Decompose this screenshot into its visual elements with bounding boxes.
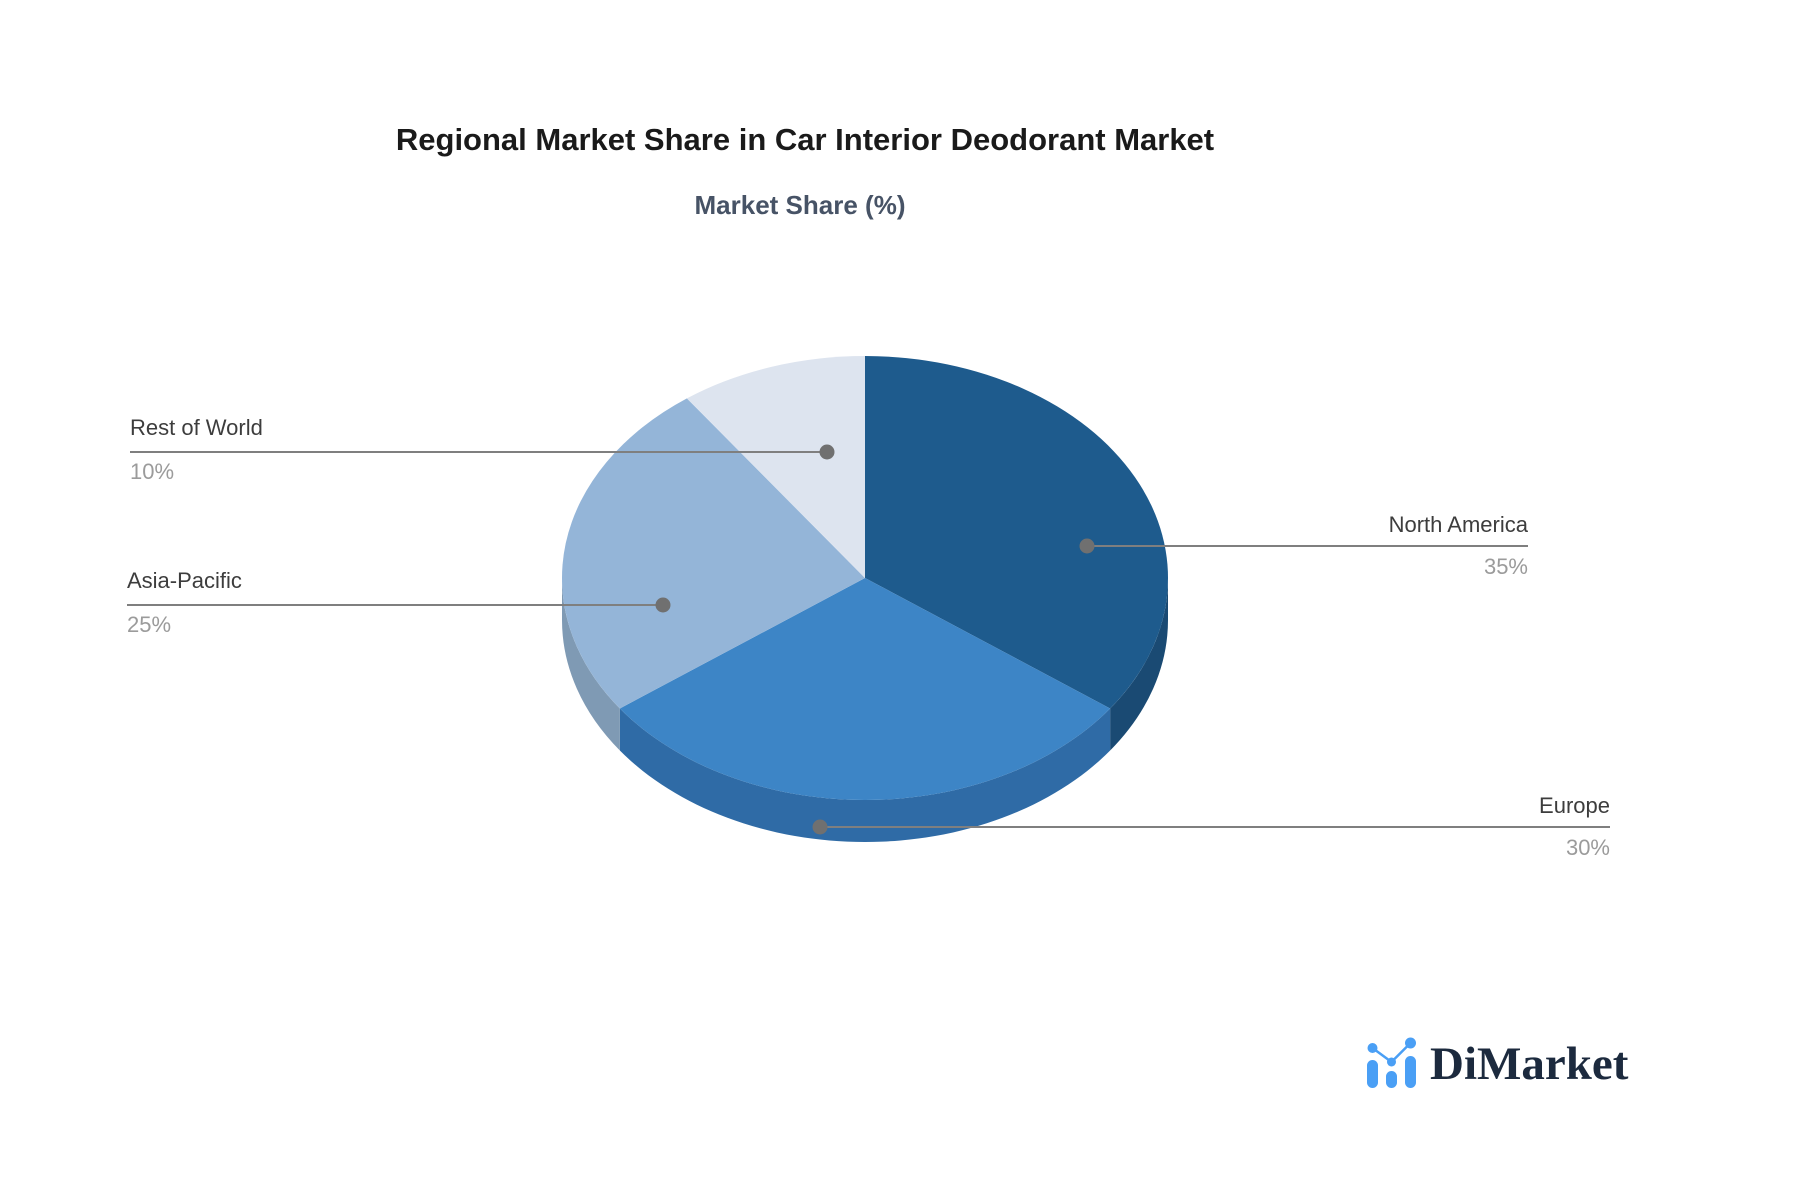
- logo-text: DiMarket: [1430, 1038, 1629, 1090]
- leader-dot-europe: [812, 819, 828, 835]
- pie-slice-europe[interactable]: [619, 578, 1111, 801]
- pie-slice-side-north-america: [1110, 578, 1168, 751]
- dimarket-logo: DiMarket: [1364, 1036, 1628, 1090]
- slice-pct-europe: 30%: [1565, 835, 1610, 860]
- pie-slice-north-america[interactable]: [865, 356, 1169, 709]
- leader-dot-rest-of-world: [819, 444, 835, 460]
- chart-subtitle: Market Share (%): [694, 190, 906, 220]
- slice-label-europe: Europe: [1539, 793, 1610, 818]
- slice-pct-rest-of-world: 10%: [130, 459, 175, 484]
- leader-dot-asia-pacific: [655, 597, 671, 613]
- slice-label-north-america: North America: [1388, 512, 1528, 537]
- slice-pct-asia-pacific: 25%: [127, 612, 172, 637]
- bar-line-chart-icon: [1367, 1037, 1416, 1088]
- slice-label-rest-of-world: Rest of World: [130, 415, 263, 440]
- pie-slice-side-asia-pacific: [562, 578, 620, 751]
- leader-dot-north-america: [1079, 538, 1095, 554]
- pie-slice-rest-of-world[interactable]: [686, 356, 865, 578]
- pie-slice-side-europe: [619, 708, 1111, 843]
- slice-label-asia-pacific: Asia-Pacific: [127, 568, 242, 593]
- chart-title: Regional Market Share in Car Interior De…: [395, 122, 1215, 157]
- slice-pct-north-america: 35%: [1483, 554, 1528, 579]
- pie-slice-asia-pacific[interactable]: [562, 398, 865, 709]
